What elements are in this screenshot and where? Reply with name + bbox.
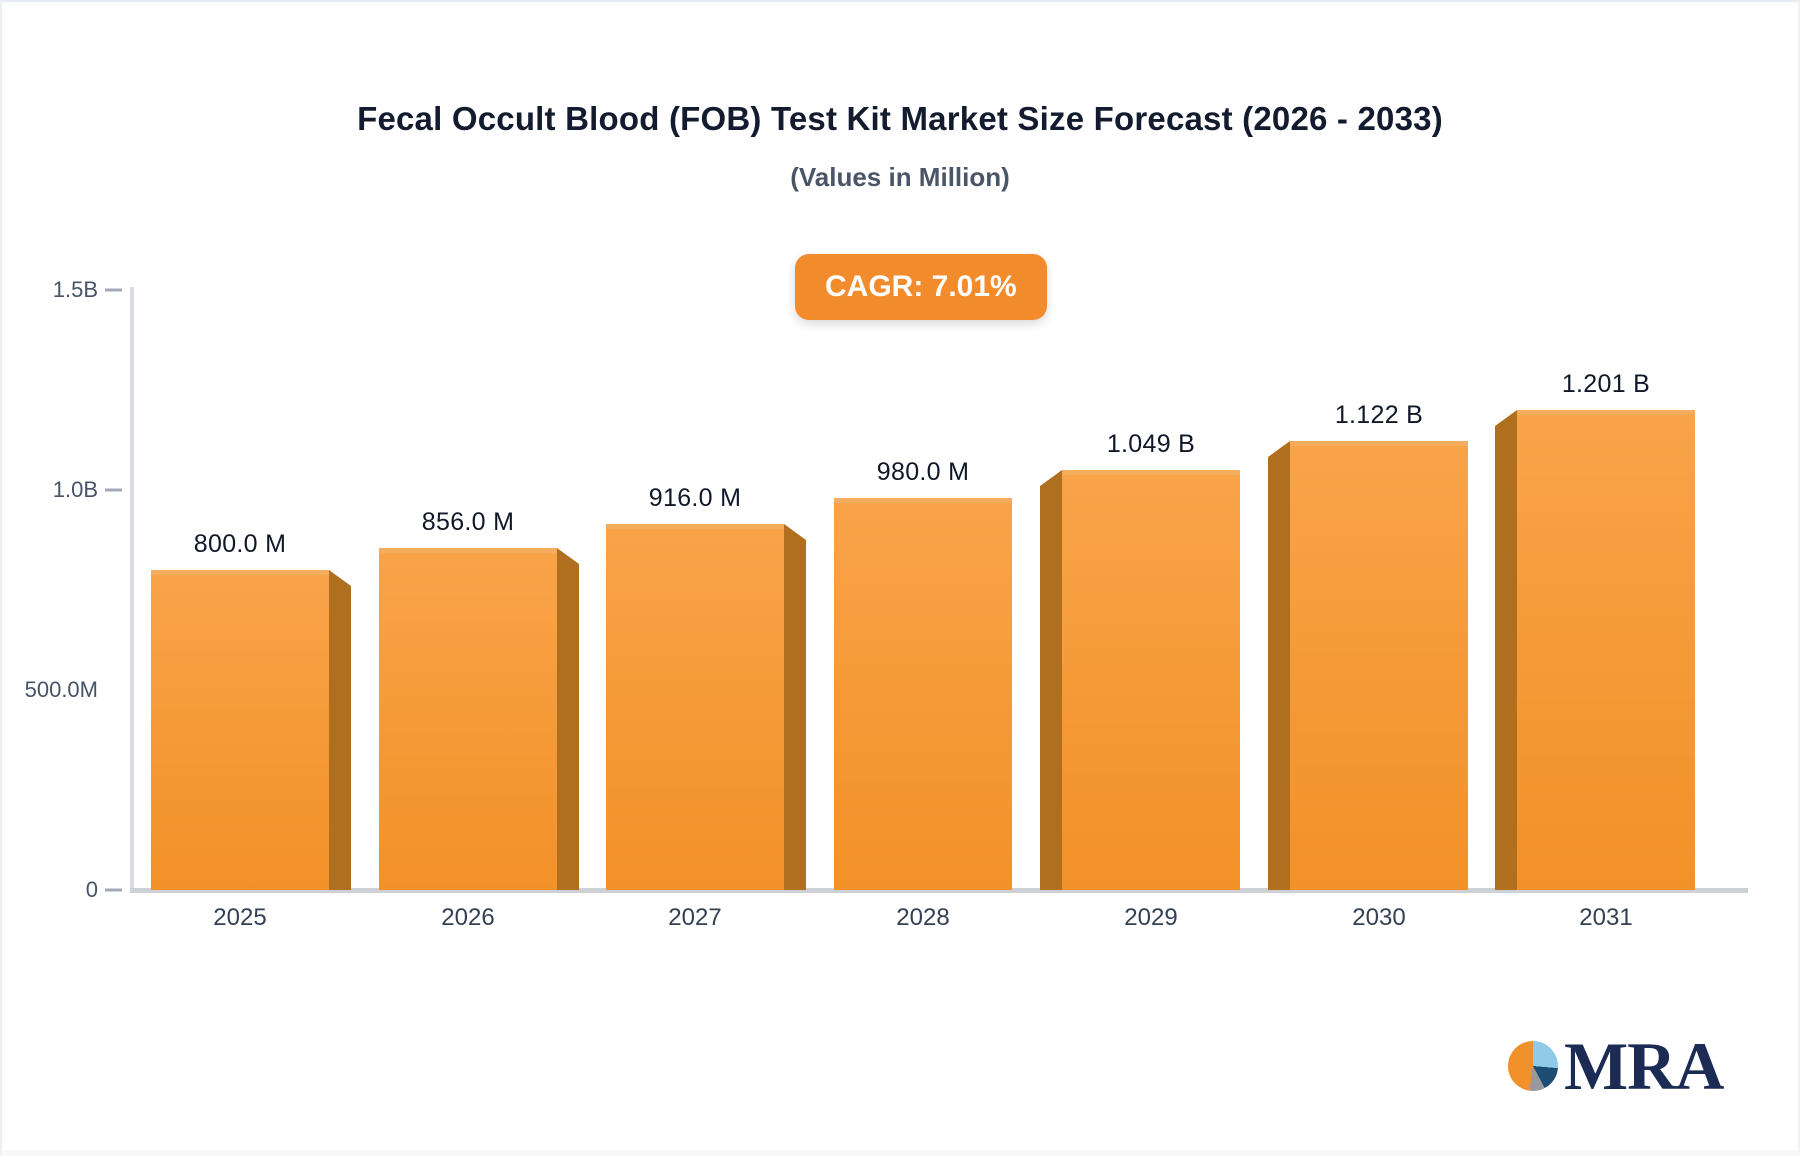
chart-title: Fecal Occult Blood (FOB) Test Kit Market… bbox=[357, 100, 1443, 137]
bar-value-label: 856.0 M bbox=[421, 508, 515, 536]
bar-2025 bbox=[151, 570, 351, 890]
y-tick-dash bbox=[105, 288, 122, 292]
bar-2029 bbox=[1040, 470, 1240, 890]
bar-side-shadow bbox=[1268, 441, 1290, 890]
bar-side-shadow bbox=[1040, 470, 1062, 890]
bar-value-label: 1.122 B bbox=[1334, 401, 1424, 429]
x-tick-label: 2030 bbox=[1352, 904, 1406, 931]
bar-face bbox=[379, 548, 557, 890]
y-tick-label: 1.0B bbox=[52, 477, 98, 502]
bar-value-label: 916.0 M bbox=[648, 484, 742, 512]
logo-wordmark: MRA bbox=[1564, 1028, 1724, 1104]
bar-side-shadow bbox=[1495, 410, 1517, 890]
x-axis-line bbox=[130, 888, 1748, 893]
bar-face bbox=[151, 570, 329, 890]
bar-side-shadow bbox=[557, 548, 579, 890]
y-tick-label: 1.5B bbox=[52, 277, 98, 302]
bar-value-label: 1.201 B bbox=[1561, 370, 1651, 398]
y-tick-dash bbox=[105, 488, 122, 492]
bar-face bbox=[1062, 470, 1240, 890]
bar-face bbox=[606, 524, 784, 890]
y-tick-label: 0 bbox=[85, 877, 98, 902]
x-tick-label: 2026 bbox=[441, 904, 495, 931]
x-tick-label: 2027 bbox=[668, 904, 722, 931]
bar-value-label: 980.0 M bbox=[876, 458, 970, 486]
x-tick-label: 2029 bbox=[1124, 904, 1178, 931]
y-tick-label: 500.0M bbox=[24, 677, 98, 702]
bar-face bbox=[1290, 441, 1468, 890]
bar-2031 bbox=[1495, 410, 1695, 890]
y-axis-line bbox=[130, 287, 134, 892]
bar-2026 bbox=[379, 548, 579, 890]
bar-face bbox=[1517, 410, 1695, 890]
chart-subtitle: (Values in Million) bbox=[790, 162, 1010, 192]
bar-side-shadow bbox=[784, 524, 806, 890]
mra-logo: MRA bbox=[1508, 1028, 1724, 1104]
x-tick-label: 2028 bbox=[896, 904, 950, 931]
cagr-badge: CAGR: 7.01% bbox=[795, 254, 1047, 320]
bar-2027 bbox=[606, 524, 806, 890]
y-tick-dash bbox=[105, 888, 122, 892]
x-tick-label: 2025 bbox=[213, 904, 267, 931]
bar-value-label: 800.0 M bbox=[193, 530, 287, 558]
pie-chart-icon bbox=[1508, 1041, 1558, 1091]
bar-value-label: 1.049 B bbox=[1106, 430, 1196, 458]
bar-2028 bbox=[834, 498, 1012, 890]
bar-2030 bbox=[1268, 441, 1468, 890]
bar-side-shadow bbox=[329, 570, 351, 890]
bar-face bbox=[834, 498, 1012, 890]
x-tick-label: 2031 bbox=[1579, 904, 1633, 931]
